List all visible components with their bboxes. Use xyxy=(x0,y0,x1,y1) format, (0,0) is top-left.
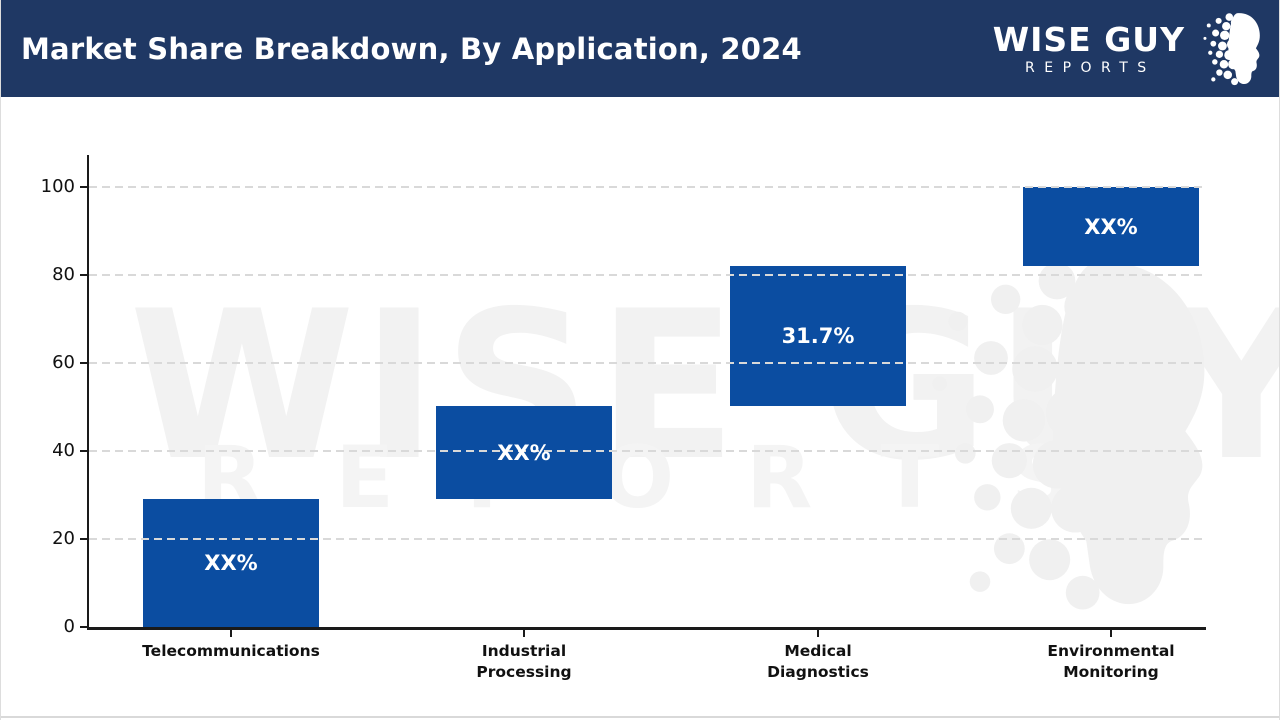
bottom-border xyxy=(1,716,1279,718)
gridline-60 xyxy=(89,362,1206,364)
y-tick-20 xyxy=(80,538,87,540)
watermark-head-icon xyxy=(932,261,1205,610)
bar-value-label-0: XX% xyxy=(204,551,258,576)
gridline-40 xyxy=(89,450,1206,452)
bar-value-label-1: XX% xyxy=(497,440,551,465)
y-tick-40 xyxy=(80,450,87,452)
bar-2 xyxy=(730,266,906,406)
bar-value-label-2: 31.7% xyxy=(781,323,855,348)
gridline-20 xyxy=(89,538,1206,540)
bar-1 xyxy=(436,405,612,500)
category-label-2: Medical Diagnostics xyxy=(767,642,869,681)
x-tick-1 xyxy=(523,630,525,637)
header: Market Share Breakdown, By Application, … xyxy=(1,0,1279,97)
logo-wordmark: WISE GUY xyxy=(992,19,1185,59)
x-tick-2 xyxy=(817,630,819,637)
y-tick-label-80: 80 xyxy=(52,264,75,285)
category-label-3: Environmental Monitoring xyxy=(1047,642,1175,681)
logo-subtitle: REPORTS xyxy=(1025,59,1156,76)
y-tick-label-20: 20 xyxy=(52,528,75,549)
y-tick-60 xyxy=(80,362,87,364)
category-label-0: Telecommunications xyxy=(142,642,320,660)
watermark-subtitle: REPORTS xyxy=(197,428,1146,528)
y-tick-label-40: 40 xyxy=(52,440,75,461)
bar-3 xyxy=(1023,187,1199,267)
gridline-80 xyxy=(89,274,1206,276)
x-tick-3 xyxy=(1110,630,1112,637)
y-tick-label-60: 60 xyxy=(52,352,75,373)
x-tick-0 xyxy=(230,630,232,637)
gridline-100 xyxy=(89,186,1206,188)
logo-head-icon xyxy=(1203,12,1260,85)
x-axis-line xyxy=(87,627,1206,630)
page-title: Market Share Breakdown, By Application, … xyxy=(21,31,802,66)
y-tick-label-100: 100 xyxy=(40,176,75,197)
bar-value-label-3: XX% xyxy=(1084,214,1138,239)
bar-0 xyxy=(143,499,319,627)
y-tick-0 xyxy=(80,626,87,628)
category-label-1: Industrial Processing xyxy=(476,642,572,681)
y-tick-80 xyxy=(80,274,87,276)
brand-logo: WISE GUY REPORTS xyxy=(992,11,1279,87)
y-tick-100 xyxy=(80,186,87,188)
y-tick-label-0: 0 xyxy=(63,616,75,637)
y-axis-line xyxy=(87,155,89,630)
